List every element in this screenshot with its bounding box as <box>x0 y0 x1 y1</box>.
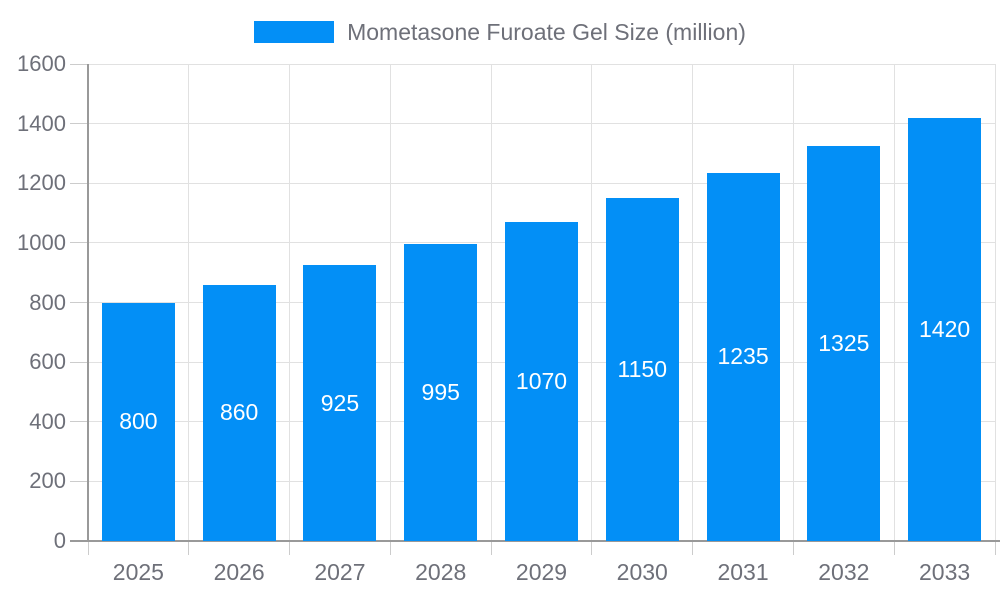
gridline-vertical <box>188 64 190 541</box>
gridline-horizontal <box>88 182 995 184</box>
x-axis-tick <box>692 541 694 555</box>
y-axis-label: 1400 <box>17 110 66 136</box>
gridline-vertical <box>792 64 794 541</box>
x-axis-label: 2032 <box>818 559 870 585</box>
bar-value-label: 1150 <box>617 356 667 383</box>
y-axis-label: 0 <box>53 528 66 553</box>
x-axis-tick <box>792 541 794 555</box>
y-axis-label: 1000 <box>17 229 66 255</box>
bar-value-label: 1325 <box>818 329 870 356</box>
y-axis-tick <box>70 421 88 423</box>
x-axis-tick <box>87 541 89 555</box>
bar-value-label: 1070 <box>515 367 568 394</box>
y-axis-tick <box>70 123 88 125</box>
gridline-vertical <box>994 64 996 541</box>
bar[interactable]: 800 <box>101 302 175 541</box>
bar[interactable]: 1420 <box>908 117 982 541</box>
y-axis-tick <box>70 302 88 303</box>
x-axis-label: 2030 <box>616 559 668 585</box>
x-axis-line <box>70 540 1000 542</box>
bar[interactable]: 995 <box>404 244 478 541</box>
bar-value-label: 860 <box>219 399 259 426</box>
bar[interactable]: 860 <box>202 284 276 541</box>
gridline-vertical <box>289 64 291 541</box>
legend-swatch <box>254 21 335 43</box>
y-axis-label: 200 <box>29 468 66 494</box>
x-axis-label: 2028 <box>415 559 467 585</box>
y-axis-tick <box>70 63 88 65</box>
y-axis-label: 1200 <box>17 170 66 196</box>
y-axis-tick <box>70 480 88 482</box>
bar[interactable]: 1235 <box>706 172 780 541</box>
y-axis-label: 800 <box>29 289 66 315</box>
y-axis-line <box>87 64 89 541</box>
y-axis-tick <box>70 182 88 184</box>
gridline-vertical <box>692 64 694 541</box>
legend[interactable]: Mometasone Furoate Gel Size (million) <box>0 18 1000 45</box>
bar-value-label: 1420 <box>919 315 971 342</box>
x-axis-label: 2033 <box>919 559 971 585</box>
x-axis-tick <box>591 541 593 555</box>
x-axis-tick <box>289 541 291 555</box>
y-axis-label: 600 <box>29 349 66 375</box>
gridline-horizontal <box>88 63 995 65</box>
bar[interactable]: 925 <box>303 265 377 541</box>
legend-label: Mometasone Furoate Gel Size (million) <box>347 18 746 45</box>
bar-value-label: 925 <box>320 389 360 416</box>
x-axis-tick <box>994 541 996 555</box>
bar[interactable]: 1070 <box>505 222 578 541</box>
gridline-horizontal <box>88 123 995 125</box>
gridline-vertical <box>893 64 895 541</box>
x-axis-label: 2027 <box>314 559 366 585</box>
x-axis-label: 2026 <box>213 559 265 585</box>
x-axis-tick <box>490 541 492 555</box>
gridline-vertical <box>389 64 391 541</box>
bar-value-label: 1235 <box>717 343 769 370</box>
gridline-vertical <box>591 64 593 541</box>
bar[interactable]: 1150 <box>605 198 679 541</box>
bar-value-label: 800 <box>119 408 158 435</box>
y-axis-label: 400 <box>29 408 66 434</box>
x-axis-tick <box>188 541 190 555</box>
x-axis-label: 2025 <box>112 559 164 585</box>
x-axis-tick <box>389 541 391 555</box>
x-axis-label: 2029 <box>515 559 568 585</box>
y-axis-tick <box>70 242 88 244</box>
y-axis-tick <box>70 361 88 363</box>
y-axis-label: 1600 <box>17 51 66 76</box>
x-axis-tick <box>893 541 895 555</box>
x-axis-label: 2031 <box>717 559 769 585</box>
bar-value-label: 995 <box>421 379 460 406</box>
gridline-vertical <box>490 64 492 541</box>
bar[interactable]: 1325 <box>807 145 881 541</box>
